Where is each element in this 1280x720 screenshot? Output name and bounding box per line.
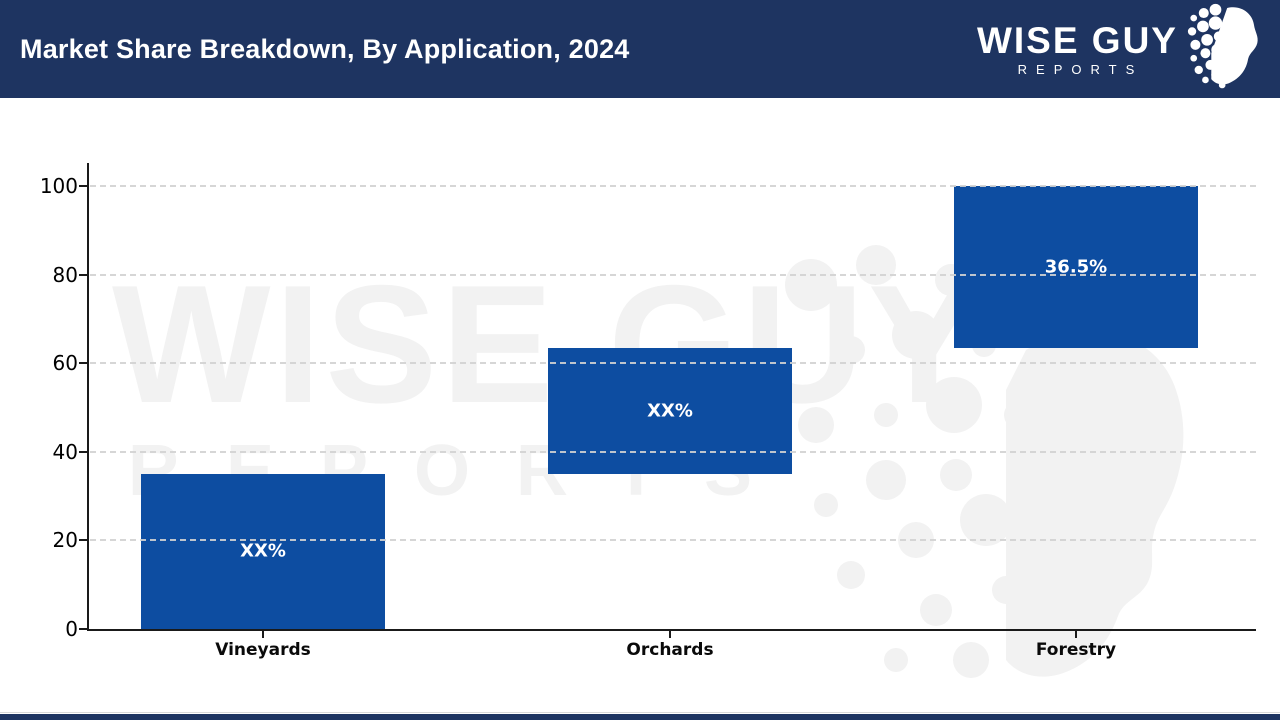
gridline-y-100	[90, 185, 1256, 187]
logo-face-icon	[1187, 3, 1258, 89]
bar-forestry	[954, 186, 1198, 348]
gridline-y-60	[90, 362, 1256, 365]
x-axis-tick-mark	[262, 630, 264, 638]
y-axis-tick-mark	[79, 362, 88, 365]
gridline-y-80	[90, 273, 1256, 276]
x-axis-tick-mark	[1075, 630, 1077, 638]
x-axis-category-label: Vineyards	[215, 640, 311, 660]
y-axis-spine	[87, 163, 89, 631]
x-axis-category-label: Orchards	[626, 640, 714, 660]
bar-value-label: XX%	[647, 400, 693, 422]
y-axis-tick-mark	[79, 539, 88, 542]
y-axis-tick-mark	[79, 273, 88, 276]
bar-value-label: XX%	[240, 540, 286, 562]
y-axis-tick-label: 20	[52, 528, 78, 553]
gridline-y-40	[90, 450, 1256, 453]
x-axis-spine	[87, 629, 1256, 631]
y-axis-tick-label: 60	[52, 351, 78, 376]
wise-guy-logo: WISE GUY REPORTS	[977, 0, 1280, 98]
logo-wordmark: WISE GUY	[976, 20, 1178, 61]
gridline-y-20	[90, 539, 1256, 542]
y-axis-tick-label: 0	[65, 617, 78, 641]
x-axis-category-label: Forestry	[1035, 640, 1117, 660]
y-axis-tick-mark	[79, 628, 88, 630]
bar-vineyards	[141, 473, 385, 629]
x-axis-tick-mark	[669, 630, 671, 638]
page-title: Market Share Breakdown, By Application, …	[20, 33, 630, 64]
y-axis-tick-label: 80	[52, 262, 78, 287]
y-axis-tick-mark	[79, 450, 88, 453]
footer-bar	[0, 714, 1280, 720]
footer-divider	[0, 712, 1280, 713]
logo-text: WISE GUY REPORTS	[977, 22, 1178, 76]
bar-value-label: 36.5%	[1044, 256, 1108, 278]
bar-orchards	[548, 347, 792, 474]
y-axis-tick-label: 40	[52, 439, 78, 464]
y-axis-tick-mark	[79, 185, 88, 187]
logo-subtitle: REPORTS	[1017, 62, 1144, 77]
y-axis-tick-label: 100	[39, 174, 78, 198]
header-bar: Market Share Breakdown, By Application, …	[0, 0, 1280, 98]
